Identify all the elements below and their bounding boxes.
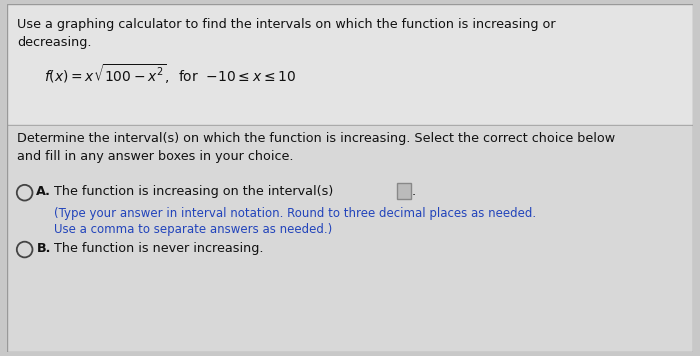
Text: Use a comma to separate answers as needed.): Use a comma to separate answers as neede… [54,223,332,236]
Text: Determine the interval(s) on which the function is increasing. Select the correc: Determine the interval(s) on which the f… [17,132,615,145]
Bar [397,183,411,199]
Text: (Type your answer in interval notation. Round to three decimal places as needed.: (Type your answer in interval notation. … [54,208,536,220]
Text: Use a graphing calculator to find the intervals on which the function is increas: Use a graphing calculator to find the in… [17,18,555,31]
Text: decreasing.: decreasing. [17,36,91,49]
Text: The function is increasing on the interval(s): The function is increasing on the interv… [54,185,333,198]
Text: $\mathit{f}(x) = x\sqrt{100-x^{2}}$,  for  $-10 \leq x \leq 10$: $\mathit{f}(x) = x\sqrt{100-x^{2}}$, for… [44,62,296,86]
Bar [7,4,693,127]
Text: A.: A. [36,185,51,198]
Text: and fill in any answer boxes in your choice.: and fill in any answer boxes in your cho… [17,150,293,163]
Bar [7,127,693,352]
Text: .: . [412,185,416,198]
Text: B.: B. [36,242,51,255]
Text: The function is never increasing.: The function is never increasing. [54,242,263,255]
